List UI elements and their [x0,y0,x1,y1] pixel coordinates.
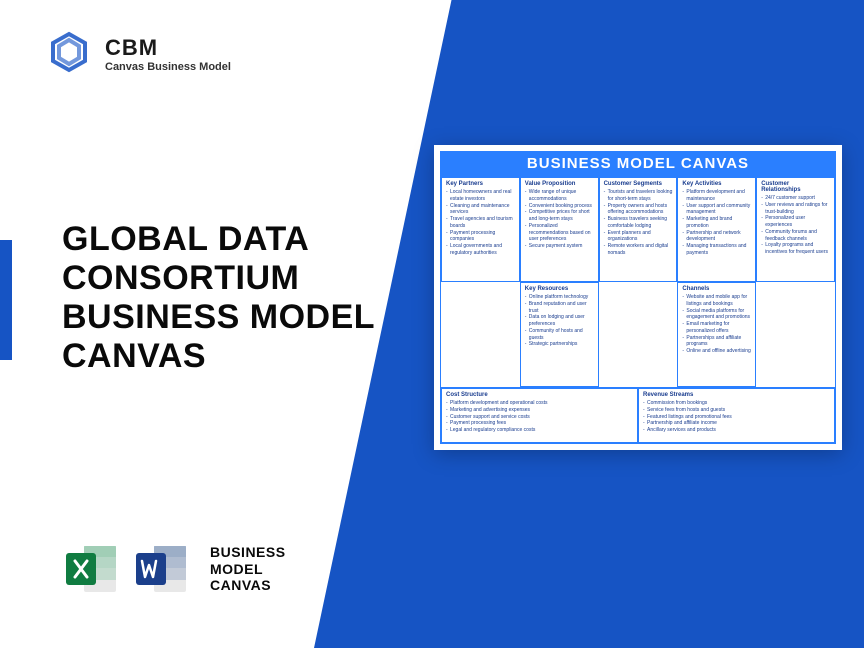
excel-icon [62,540,120,598]
bottom-label: BUSINESSMODELCANVAS [210,544,286,594]
logo: CBM Canvas Business Model [45,30,231,78]
canvas-header: BUSINESS MODEL CANVAS [440,151,836,176]
cbm-logo-icon [45,30,93,78]
cell-customer-relationships: Customer Relationships24/7 customer supp… [756,177,835,282]
page-title: GLOBAL DATACONSORTIUMBUSINESS MODELCANVA… [62,220,375,376]
cell-key-partners: Key PartnersLocal homeowners and real es… [441,177,520,282]
word-icon [132,540,190,598]
cell-customer-segments: Customer SegmentsTourists and travelers … [599,177,678,282]
brand-subtitle: Canvas Business Model [105,61,231,73]
cell-key-activities: Key ActivitiesPlatform development and m… [677,177,756,282]
cell-value-proposition: Value PropositionWide range of unique ac… [520,177,599,282]
accent-bar [0,240,12,360]
brand-name: CBM [105,35,231,61]
canvas-preview: BUSINESS MODEL CANVAS Key PartnersLocal … [434,145,842,450]
canvas-row-3: Cost StructurePlatform development and o… [440,388,836,444]
app-icons-row: BUSINESSMODELCANVAS [62,540,286,598]
cell-key-resources: Key ResourcesOnline platform technologyB… [520,282,599,387]
canvas-row-1: Key PartnersLocal homeowners and real es… [440,176,836,388]
cell-channels: ChannelsWebsite and mobile app for listi… [677,282,756,387]
cell-revenue-streams: Revenue StreamsCommission from bookingsS… [638,388,835,443]
cell-cost-structure: Cost StructurePlatform development and o… [441,388,638,443]
